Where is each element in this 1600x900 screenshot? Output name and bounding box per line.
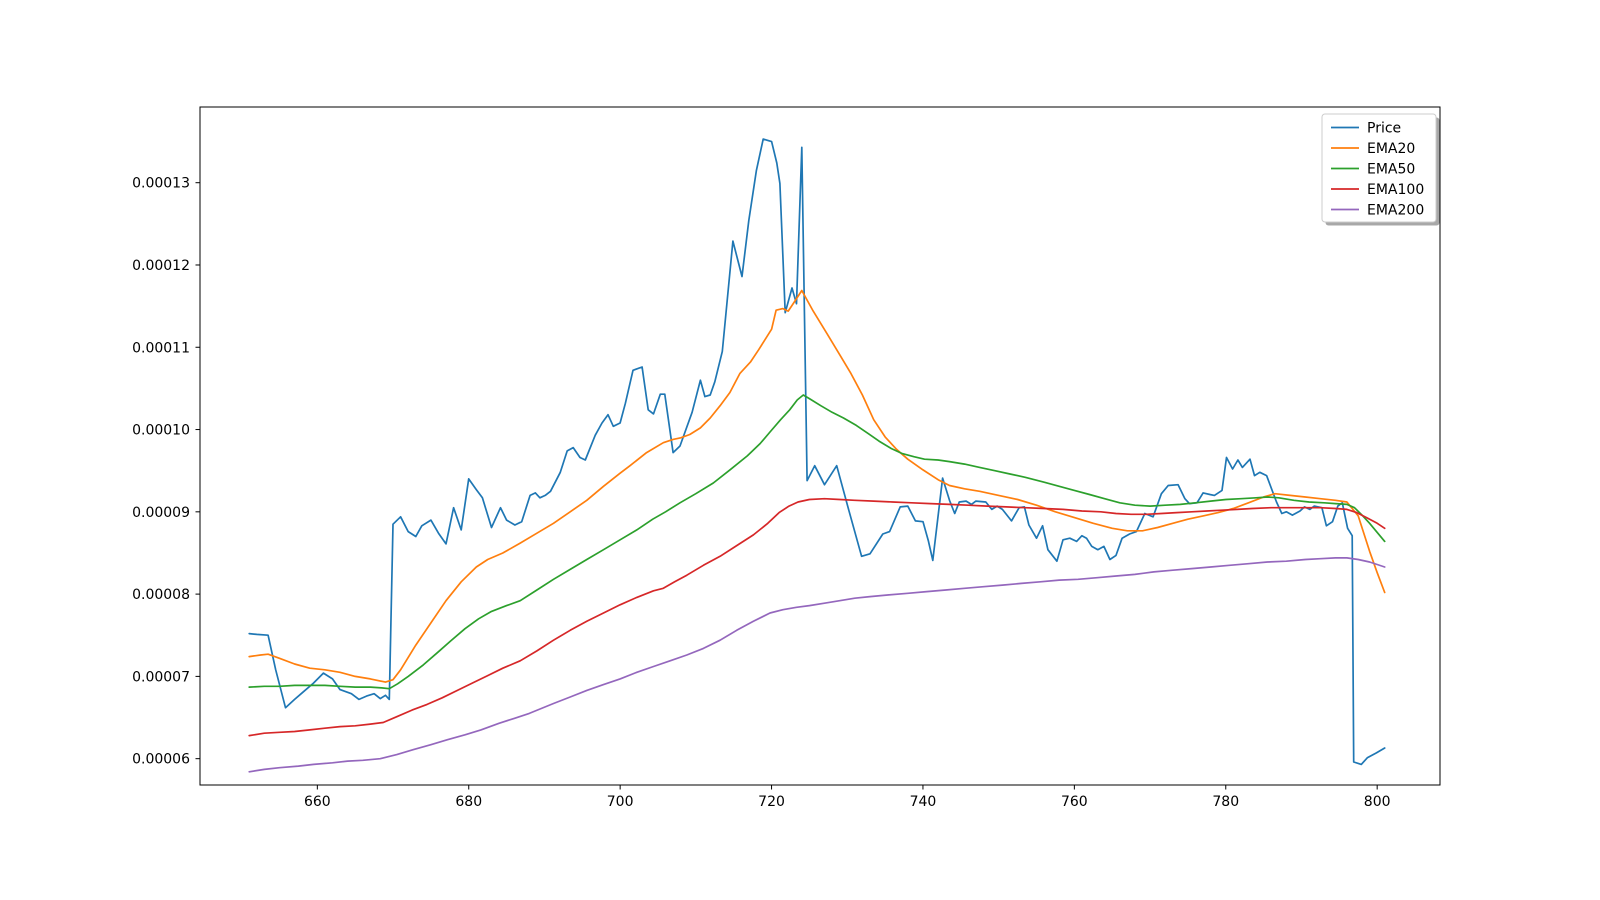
legend-item-ema20: EMA20 [1331, 141, 1415, 157]
legend-item-ema200: EMA200 [1331, 203, 1424, 219]
y-tick-label: 0.00013 [132, 176, 190, 192]
y-tick-label: 0.00007 [132, 669, 190, 685]
x-tick-label: 660 [304, 794, 331, 810]
series-line-ema200 [248, 557, 1386, 773]
legend-label: EMA20 [1367, 141, 1415, 157]
legend-label: EMA50 [1367, 162, 1415, 178]
legend-item-ema100: EMA100 [1331, 182, 1424, 198]
plot-area [200, 107, 1440, 785]
x-tick-label: 680 [455, 794, 482, 810]
x-axis: 660 680 700 720 740 760 780 800 [304, 785, 1391, 810]
legend-item-ema50: EMA50 [1331, 162, 1415, 178]
x-tick-label: 760 [1061, 794, 1088, 810]
legend-label: EMA100 [1367, 182, 1424, 198]
series-line-ema100 [248, 497, 1386, 737]
y-tick-label: 0.00008 [132, 587, 190, 603]
y-tick-label: 0.00012 [132, 258, 190, 274]
legend-label: EMA200 [1367, 203, 1424, 219]
y-axis: 0.00006 0.00007 0.00008 0.00009 0.00010 0.000… [132, 176, 200, 768]
x-tick-label: 740 [910, 794, 937, 810]
x-tick-label: 780 [1212, 794, 1239, 810]
series-line-price [248, 138, 1386, 766]
series-line-ema50 [248, 394, 1386, 690]
x-tick-label: 800 [1364, 794, 1391, 810]
y-tick-label: 0.00006 [132, 752, 190, 768]
y-tick-label: 0.00009 [132, 505, 190, 521]
legend-item-price: Price [1331, 121, 1401, 137]
legend-label: Price [1367, 121, 1401, 137]
x-tick-label: 700 [607, 794, 634, 810]
legend: Price EMA20 EMA50 EMA100 EMA200 [1321, 113, 1440, 226]
legend-box [1321, 113, 1437, 223]
y-tick-label: 0.00011 [132, 340, 190, 356]
plot-border [199, 106, 1441, 786]
x-tick-label: 720 [758, 794, 785, 810]
y-tick-label: 0.00010 [132, 423, 190, 439]
series-line-ema20 [248, 289, 1386, 683]
